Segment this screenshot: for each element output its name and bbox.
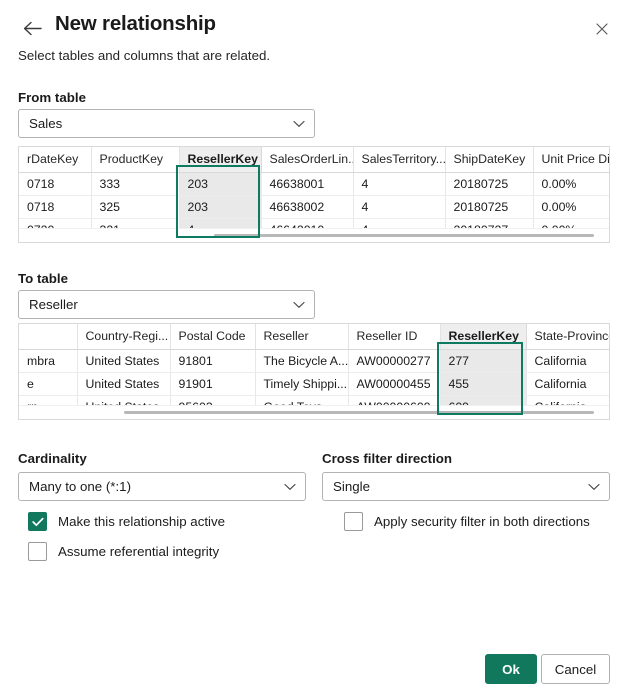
from-grid-scrollbar[interactable] <box>19 228 609 242</box>
from-grid-header-row: rDateKey ProductKey ResellerKey SalesOrd… <box>19 147 609 173</box>
column-header[interactable]: SalesTerritory... <box>353 147 446 173</box>
from-table-value: Sales <box>29 116 63 131</box>
cardinality-label: Cardinality <box>18 451 87 466</box>
table-row: mbra United States 91801 The Bicycle A..… <box>19 349 609 373</box>
cell: 46638002 <box>261 195 354 219</box>
cell: AW00000277 <box>348 349 441 373</box>
make-relationship-active-checkbox[interactable]: Make this relationship active <box>28 512 225 531</box>
cell: 20180725 <box>445 195 534 219</box>
cross-filter-value: Single <box>333 479 370 494</box>
ok-button[interactable]: Ok <box>485 654 537 684</box>
cell: 4 <box>353 195 446 219</box>
chevron-down-icon <box>283 480 297 494</box>
column-header[interactable]: Reseller <box>255 324 349 350</box>
cell: 333 <box>91 172 180 196</box>
to-table-label: To table <box>18 271 68 286</box>
column-header-selected[interactable]: ResellerKey <box>440 324 527 350</box>
column-header-selected[interactable]: ResellerKey <box>179 147 262 173</box>
to-grid-header-row: Country-Regi... Postal Code Reseller Res… <box>19 324 609 350</box>
column-header[interactable]: SalesOrderLin... <box>261 147 354 173</box>
make-relationship-active-label: Make this relationship active <box>58 514 226 529</box>
cell-selected: 203 <box>179 195 262 219</box>
column-header[interactable]: ProductKey <box>91 147 180 173</box>
from-table-select[interactable]: Sales <box>18 109 315 138</box>
cell: United States <box>77 372 171 396</box>
cell: The Bicycle A... <box>255 349 349 373</box>
to-grid-scrollbar[interactable] <box>19 405 609 419</box>
close-icon[interactable] <box>591 18 613 40</box>
back-arrow-icon[interactable] <box>18 14 46 42</box>
chevron-down-icon <box>292 117 306 131</box>
to-table-value: Reseller <box>29 297 78 312</box>
cell: 91801 <box>170 349 256 373</box>
cell: California <box>526 349 609 373</box>
page-title: New relationship <box>55 12 216 35</box>
cell: 0718 <box>19 195 92 219</box>
from-grid-table: rDateKey ProductKey ResellerKey SalesOrd… <box>19 147 609 241</box>
cross-filter-label: Cross filter direction <box>322 451 453 466</box>
column-header[interactable]: State-Province <box>526 324 609 350</box>
column-header[interactable]: ShipDateKey <box>445 147 534 173</box>
cell: 0.00% <box>533 172 609 196</box>
assume-referential-integrity-label: Assume referential integrity <box>58 544 220 559</box>
table-row: 0718 325 203 46638002 4 20180725 0.00% <box>19 195 609 219</box>
cell: 0718 <box>19 172 92 196</box>
cell-selected: 277 <box>440 349 527 373</box>
cardinality-select[interactable]: Many to one (*:1) <box>18 472 306 501</box>
dialog-subtitle: Select tables and columns that are relat… <box>18 48 271 63</box>
chevron-down-icon <box>292 298 306 312</box>
column-header[interactable]: rDateKey <box>19 147 92 173</box>
column-header[interactable] <box>19 324 78 350</box>
cell: United States <box>77 349 171 373</box>
table-row: e United States 91901 Timely Shippi... A… <box>19 372 609 396</box>
cell: 91901 <box>170 372 256 396</box>
cell-selected: 455 <box>440 372 527 396</box>
from-grid-scrollbar-thumb[interactable] <box>214 234 594 237</box>
cell: AW00000455 <box>348 372 441 396</box>
cell: 4 <box>353 172 446 196</box>
to-grid-table: Country-Regi... Postal Code Reseller Res… <box>19 324 609 418</box>
to-table-grid[interactable]: Country-Regi... Postal Code Reseller Res… <box>18 323 610 420</box>
cell: 0.00% <box>533 195 609 219</box>
cell: 325 <box>91 195 180 219</box>
column-header[interactable]: Reseller ID <box>348 324 441 350</box>
cell: 20180725 <box>445 172 534 196</box>
cardinality-value: Many to one (*:1) <box>29 479 131 494</box>
cross-filter-select[interactable]: Single <box>322 472 610 501</box>
column-header[interactable]: Country-Regi... <box>77 324 171 350</box>
table-row: 0718 333 203 46638001 4 20180725 0.00% <box>19 172 609 196</box>
cell: Timely Shippi... <box>255 372 349 396</box>
to-table-select[interactable]: Reseller <box>18 290 315 319</box>
chevron-down-icon <box>587 480 601 494</box>
apply-security-filter-label: Apply security filter in both directions <box>374 514 590 529</box>
assume-referential-integrity-checkbox[interactable]: Assume referential integrity <box>28 542 219 561</box>
from-table-grid[interactable]: rDateKey ProductKey ResellerKey SalesOrd… <box>18 146 610 243</box>
checkbox-checked-icon <box>28 512 47 531</box>
cell: mbra <box>19 349 78 373</box>
cancel-button[interactable]: Cancel <box>541 654 610 684</box>
to-grid-scrollbar-thumb[interactable] <box>124 411 594 414</box>
from-table-label: From table <box>18 90 86 105</box>
cell: e <box>19 372 78 396</box>
checkbox-unchecked-icon <box>344 512 363 531</box>
apply-security-filter-checkbox[interactable]: Apply security filter in both directions <box>344 512 590 531</box>
cell: 46638001 <box>261 172 354 196</box>
cell: California <box>526 372 609 396</box>
column-header[interactable]: Unit Price Dis... <box>533 147 609 173</box>
dialog-header: New relationship <box>0 0 624 48</box>
cell-selected: 203 <box>179 172 262 196</box>
checkbox-unchecked-icon <box>28 542 47 561</box>
column-header[interactable]: Postal Code <box>170 324 256 350</box>
